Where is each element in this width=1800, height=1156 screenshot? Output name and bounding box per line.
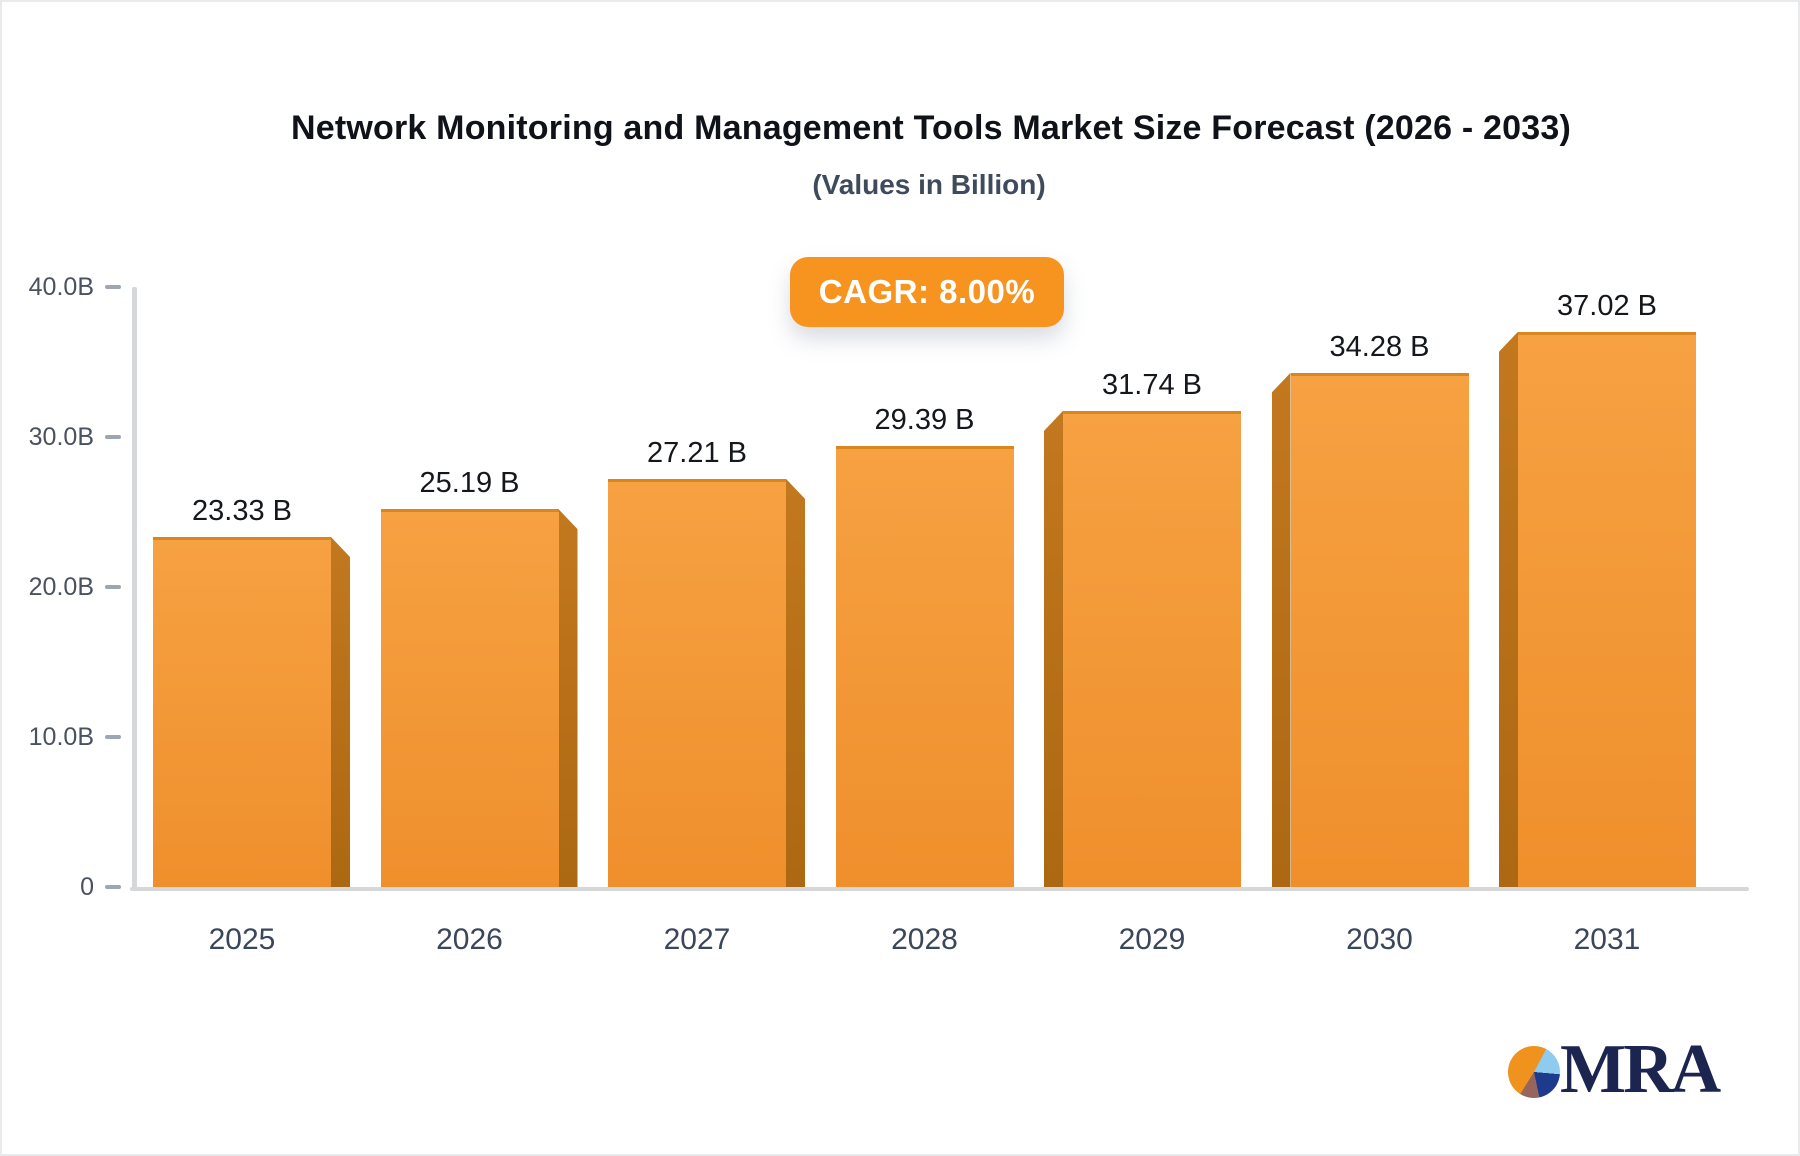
bar-side-2031	[1499, 331, 1518, 891]
y-axis-tick	[105, 885, 121, 889]
x-axis-label-2026: 2026	[436, 923, 503, 956]
bar-value-label-2031: 37.02 B	[1557, 289, 1657, 322]
y-axis-tick	[105, 285, 121, 289]
bar-side-2025	[331, 537, 350, 891]
bar-side-2030	[1271, 372, 1291, 891]
chart-subtitle: (Values in Billion)	[812, 169, 1046, 200]
y-axis-label: 20.0B	[28, 573, 94, 601]
bar-side-2029	[1044, 410, 1063, 891]
bar-2025[interactable]	[153, 537, 331, 891]
x-axis-label-2025: 2025	[208, 923, 276, 956]
x-axis-label-2028: 2028	[891, 923, 958, 956]
bar-2027[interactable]	[608, 478, 786, 891]
y-axis-label: 0	[80, 873, 94, 901]
mra-logo: MRA	[1508, 1035, 1768, 1105]
bar-2029[interactable]	[1063, 410, 1241, 891]
y-axis-tick	[105, 735, 121, 739]
bar-value-label-2025: 23.33 B	[192, 495, 292, 528]
cagr-badge-label: CAGR: 8.00%	[818, 273, 1036, 310]
bar-2028[interactable]	[835, 446, 1014, 891]
y-axis-label: 40.0B	[28, 273, 94, 301]
y-axis-tick	[105, 435, 121, 439]
chart-title: Network Monitoring and Management Tools …	[290, 109, 1572, 147]
x-axis-label-2031: 2031	[1573, 923, 1641, 956]
bar-2030[interactable]	[1290, 372, 1469, 891]
bar-value-label-2029: 31.74 B	[1102, 368, 1202, 401]
x-axis-label-2027: 2027	[663, 923, 731, 956]
x-axis-label-2030: 2030	[1346, 923, 1413, 956]
mra-logo-pie-icon	[1508, 1046, 1560, 1098]
mra-logo-text: MRA	[1560, 1031, 1721, 1108]
bar-value-label-2027: 27.21 B	[647, 436, 747, 469]
bar-2031[interactable]	[1518, 331, 1696, 891]
bar-side-2027	[786, 478, 805, 891]
y-axis-label: 30.0B	[28, 423, 94, 451]
y-axis-label: 10.0B	[28, 723, 94, 751]
x-axis-line	[130, 887, 1749, 891]
bar-value-label-2026: 25.19 B	[419, 467, 520, 500]
y-axis-line	[132, 287, 137, 891]
bar-value-label-2030: 34.28 B	[1329, 330, 1430, 363]
x-axis-label-2029: 2029	[1118, 923, 1186, 956]
bar-2026[interactable]	[380, 509, 559, 891]
cagr-badge: CAGR: 8.00%	[790, 257, 1064, 327]
bar-value-label-2028: 29.39 B	[874, 404, 975, 437]
y-axis-tick	[105, 585, 121, 589]
bar-side-2026	[558, 509, 578, 891]
